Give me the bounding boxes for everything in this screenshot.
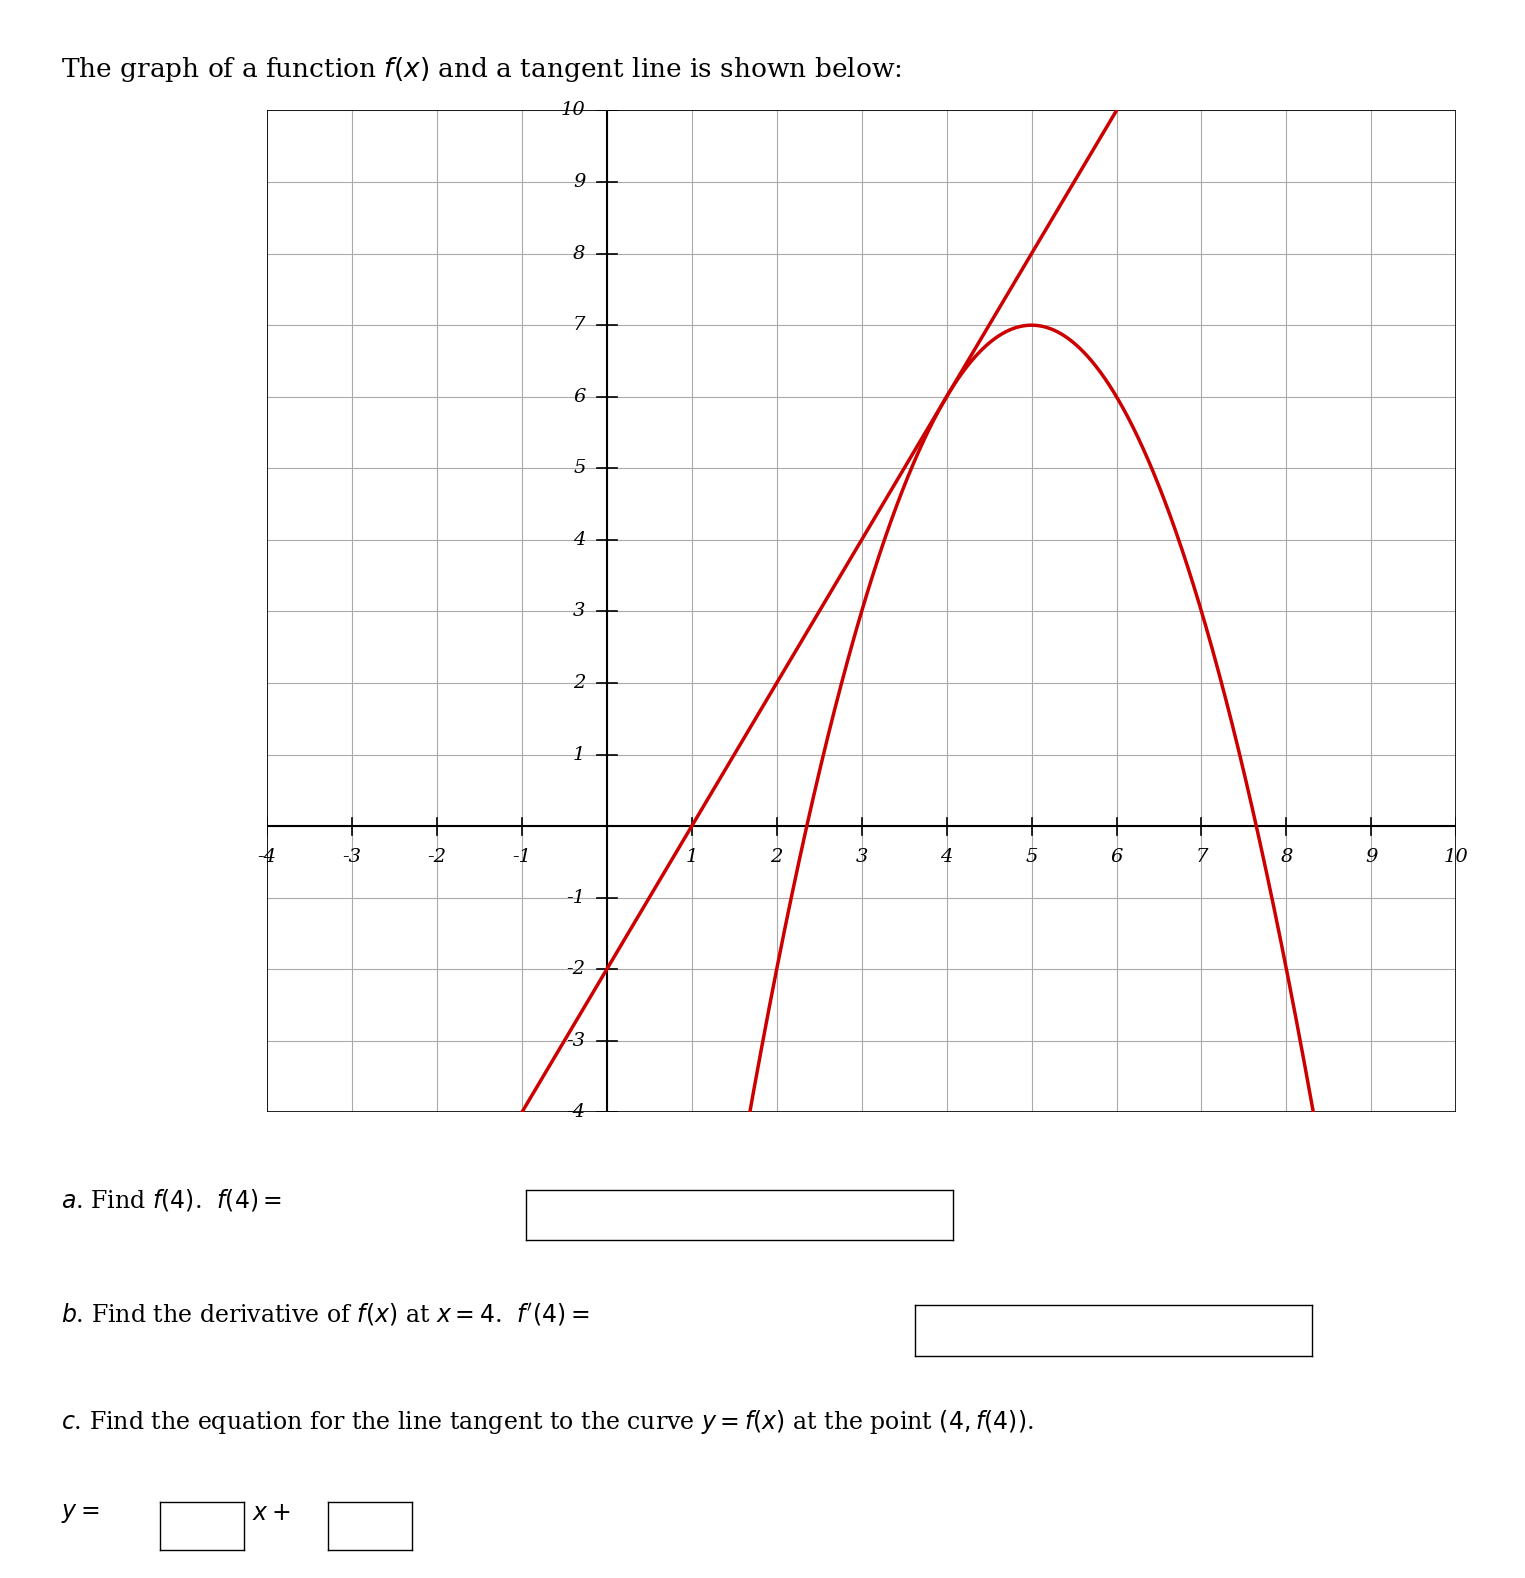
Text: $x +$: $x +$: [252, 1502, 290, 1526]
Text: -4: -4: [258, 847, 276, 866]
Text: 9: 9: [573, 174, 586, 191]
Text: $a$. Find $f(4)$.  $f(4) =$: $a$. Find $f(4)$. $f(4) =$: [61, 1187, 282, 1212]
Text: The graph of a function $f(x)$ and a tangent line is shown below:: The graph of a function $f(x)$ and a tan…: [61, 55, 901, 84]
Text: 5: 5: [1025, 847, 1037, 866]
Text: 5: 5: [573, 459, 586, 477]
Text: $b$. Find the derivative of $f(x)$ at $x = 4$.  $f'(4) =$: $b$. Find the derivative of $f(x)$ at $x…: [61, 1302, 589, 1329]
Text: -2: -2: [566, 961, 586, 978]
Text: -4: -4: [566, 1103, 586, 1122]
Text: 6: 6: [573, 388, 586, 406]
Text: 6: 6: [1110, 847, 1122, 866]
Text: 1: 1: [686, 847, 698, 866]
Text: 2: 2: [770, 847, 782, 866]
Text: 10: 10: [561, 101, 586, 120]
Text: $c$. Find the equation for the line tangent to the curve $y = f(x)$ at the point: $c$. Find the equation for the line tang…: [61, 1408, 1034, 1436]
Text: -2: -2: [427, 847, 447, 866]
Text: 8: 8: [573, 245, 586, 262]
Text: 4: 4: [573, 530, 586, 549]
Text: -3: -3: [342, 847, 361, 866]
Text: 8: 8: [1281, 847, 1293, 866]
Text: 2: 2: [573, 674, 586, 693]
Text: 7: 7: [573, 316, 586, 335]
Text: 10: 10: [1444, 847, 1469, 866]
Text: -1: -1: [512, 847, 531, 866]
Text: 7: 7: [1196, 847, 1208, 866]
Text: -1: -1: [566, 888, 586, 907]
Text: 3: 3: [573, 603, 586, 620]
Text: 1: 1: [573, 746, 586, 764]
Text: $y =$: $y =$: [61, 1502, 99, 1526]
Text: 4: 4: [941, 847, 953, 866]
Text: 3: 3: [856, 847, 868, 866]
Text: -3: -3: [566, 1032, 586, 1049]
Text: 9: 9: [1365, 847, 1377, 866]
